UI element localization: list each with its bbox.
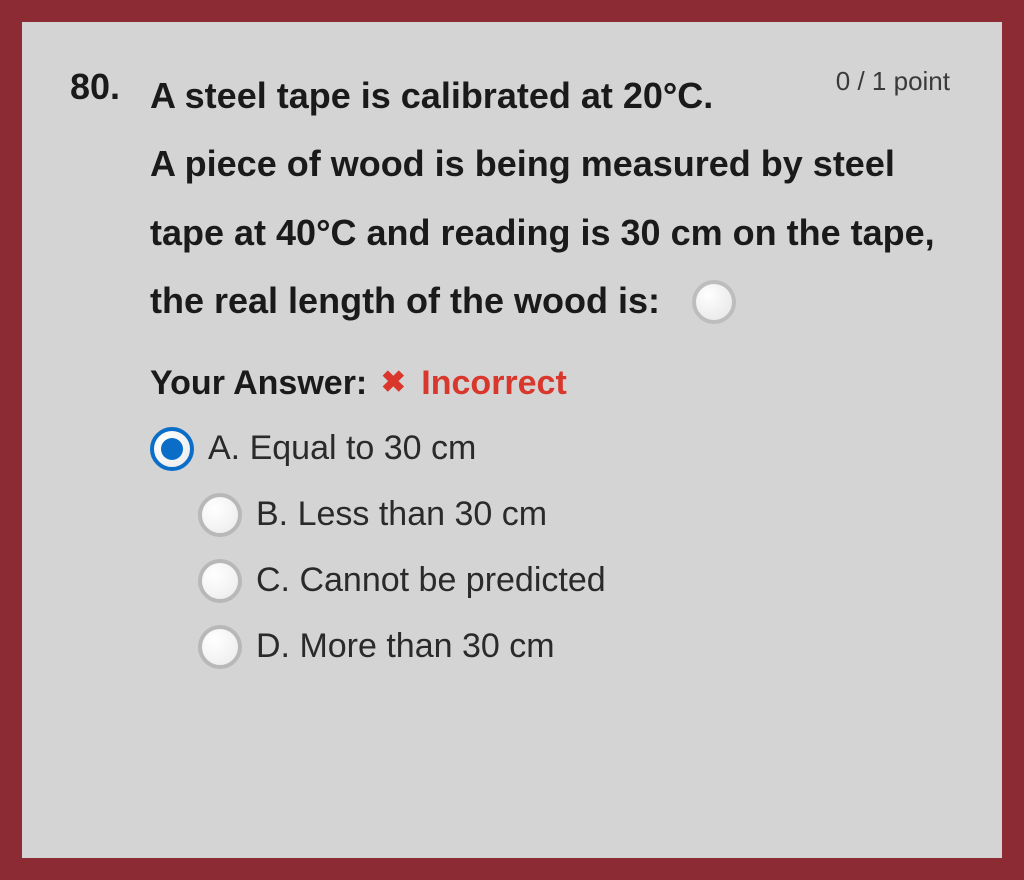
question-body: A steel tape is calibrated at 20°C. A pi…	[150, 62, 954, 691]
option-b[interactable]: B. Less than 30 cm	[198, 493, 954, 537]
option-a-label: A. Equal to 30 cm	[208, 429, 476, 468]
option-c[interactable]: C. Cannot be predicted	[198, 559, 954, 603]
radio-c[interactable]	[198, 559, 242, 603]
options-list: A. Equal to 30 cm B. Less than 30 cm C. …	[150, 427, 954, 669]
x-icon: ✖	[381, 365, 406, 400]
option-d-label: D. More than 30 cm	[256, 627, 555, 666]
option-a[interactable]: A. Equal to 30 cm	[150, 427, 954, 471]
option-d[interactable]: D. More than 30 cm	[198, 625, 954, 669]
answer-status: Incorrect	[421, 364, 567, 402]
radio-a[interactable]	[150, 427, 194, 471]
quiz-frame: 0 / 1 point 80. A steel tape is calibrat…	[0, 0, 1024, 880]
question-number: 80.	[70, 62, 130, 112]
question-line1: A steel tape is calibrated at 20°C.	[150, 75, 713, 116]
your-answer-row: Your Answer: ✖ Incorrect	[150, 364, 954, 403]
option-b-label: B. Less than 30 cm	[256, 495, 547, 534]
radio-b[interactable]	[198, 493, 242, 537]
your-answer-label: Your Answer:	[150, 364, 367, 402]
quiz-panel: 0 / 1 point 80. A steel tape is calibrat…	[22, 22, 1002, 858]
question-rest: A piece of wood is being measured by ste…	[150, 143, 935, 321]
radio-d[interactable]	[198, 625, 242, 669]
question-row: 80. A steel tape is calibrated at 20°C. …	[70, 62, 954, 691]
question-text: A steel tape is calibrated at 20°C. A pi…	[150, 62, 954, 336]
option-c-label: C. Cannot be predicted	[256, 561, 606, 600]
hint-circle-icon[interactable]	[692, 280, 736, 324]
